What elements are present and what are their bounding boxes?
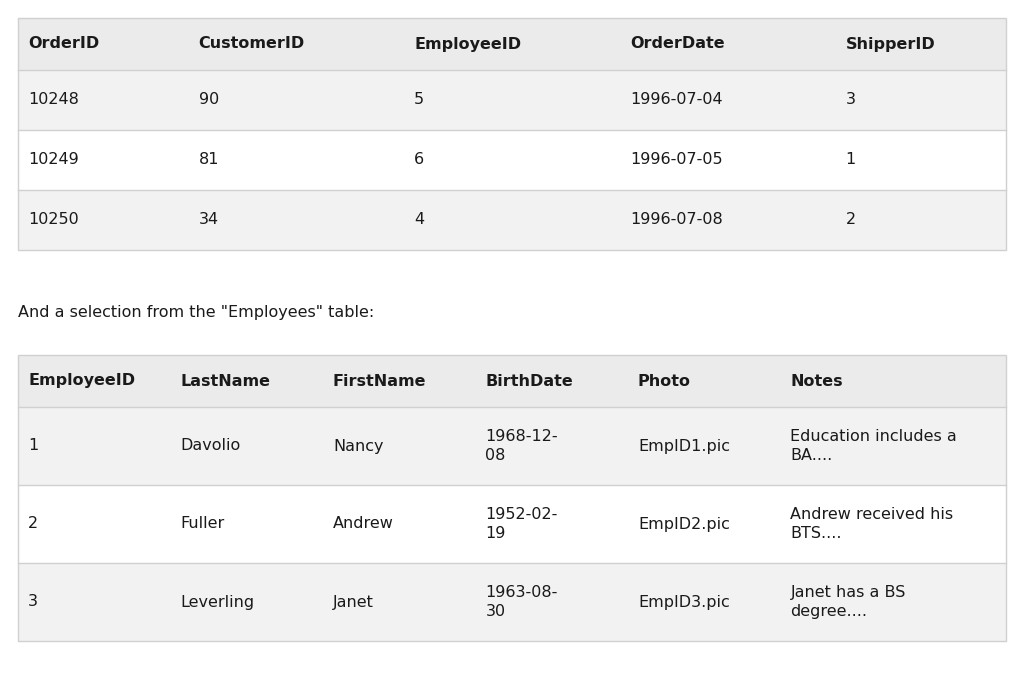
Text: Janet has a BS
degree....: Janet has a BS degree....: [790, 584, 906, 620]
Text: 34: 34: [199, 213, 219, 228]
Text: ShipperID: ShipperID: [845, 37, 935, 52]
Text: 3: 3: [845, 92, 856, 108]
Text: OrderDate: OrderDate: [630, 37, 724, 52]
Bar: [18, 563, 1007, 641]
Text: 10248: 10248: [28, 92, 79, 108]
Text: FirstName: FirstName: [333, 373, 427, 388]
Text: 1996-07-05: 1996-07-05: [630, 152, 722, 168]
Text: 1963-08-
30: 1963-08- 30: [485, 584, 558, 620]
Text: And a selection from the "Employees" table:: And a selection from the "Employees" tab…: [18, 305, 374, 320]
Text: Davolio: Davolio: [181, 439, 241, 453]
Text: EmployeeID: EmployeeID: [415, 37, 521, 52]
Text: BirthDate: BirthDate: [485, 373, 574, 388]
Text: Andrew received his
BTS....: Andrew received his BTS....: [790, 506, 953, 542]
Text: CustomerID: CustomerID: [199, 37, 305, 52]
Text: 1952-02-
19: 1952-02- 19: [485, 506, 558, 542]
Bar: [18, 355, 1007, 641]
Text: 5: 5: [415, 92, 425, 108]
Bar: [18, 190, 1007, 250]
Text: 1: 1: [845, 152, 856, 168]
Bar: [18, 485, 1007, 563]
Text: OrderID: OrderID: [28, 37, 100, 52]
Text: 3: 3: [28, 595, 38, 609]
Text: 1996-07-08: 1996-07-08: [630, 213, 722, 228]
Text: 1996-07-04: 1996-07-04: [630, 92, 722, 108]
Text: 81: 81: [199, 152, 220, 168]
Text: EmpID3.pic: EmpID3.pic: [638, 595, 729, 609]
Bar: [18, 70, 1007, 130]
Text: EmployeeID: EmployeeID: [28, 373, 135, 388]
Text: Leverling: Leverling: [181, 595, 254, 609]
Text: Education includes a
BA....: Education includes a BA....: [790, 428, 957, 464]
Text: LastName: LastName: [181, 373, 271, 388]
Text: Photo: Photo: [638, 373, 690, 388]
Text: Nancy: Nancy: [333, 439, 384, 453]
Bar: [18, 130, 1007, 190]
Text: 10250: 10250: [28, 213, 79, 228]
Bar: [18, 18, 1007, 70]
Bar: [18, 407, 1007, 485]
Text: 4: 4: [415, 213, 425, 228]
Text: 2: 2: [28, 517, 38, 531]
Text: Janet: Janet: [333, 595, 373, 609]
Text: Andrew: Andrew: [333, 517, 394, 531]
Text: 10249: 10249: [28, 152, 79, 168]
Text: 6: 6: [415, 152, 425, 168]
Bar: [18, 355, 1007, 407]
Text: 90: 90: [199, 92, 219, 108]
Bar: [18, 18, 1007, 250]
Text: 1968-12-
08: 1968-12- 08: [485, 428, 558, 464]
Text: Notes: Notes: [790, 373, 843, 388]
Text: Fuller: Fuller: [181, 517, 225, 531]
Text: EmpID1.pic: EmpID1.pic: [638, 439, 729, 453]
Text: 2: 2: [845, 213, 856, 228]
Text: EmpID2.pic: EmpID2.pic: [638, 517, 729, 531]
Text: 1: 1: [28, 439, 38, 453]
